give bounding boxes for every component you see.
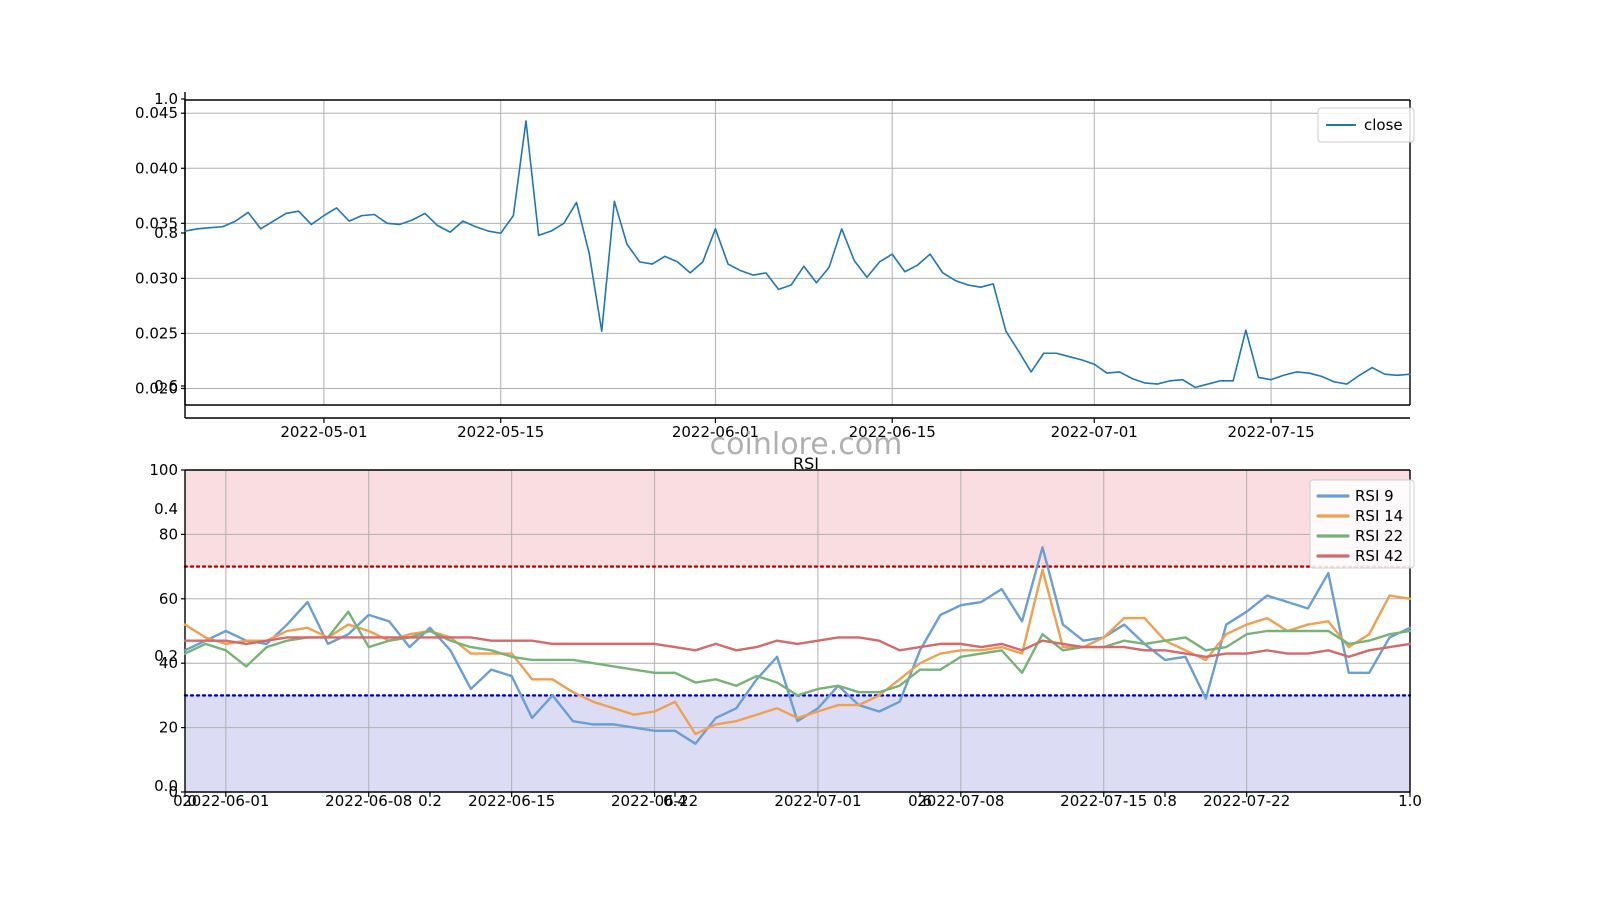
- rsi-legend-label-rsi-42: RSI 42: [1355, 547, 1403, 565]
- price-legend-label-close: close: [1364, 116, 1403, 134]
- rsi-x-tick-label-ghost: 1.0: [1398, 792, 1422, 810]
- rsi-y-tick-labels: 0 20 40 60 80 100: [149, 461, 185, 801]
- rsi-x-tick-label: 2022-07-15: [1060, 792, 1147, 810]
- price-x-tick-label: 2022-05-01: [280, 423, 367, 441]
- coinlore-watermark: coinlore.com: [710, 427, 903, 462]
- rsi-y-tick-label-ghost: 0.2: [154, 647, 178, 665]
- rsi-y-tick-label: 100: [149, 461, 178, 479]
- rsi-y-tick-label-ghost: 0.4: [154, 500, 178, 518]
- price-plot-background: [185, 100, 1410, 405]
- rsi-y-tick-label: 80: [159, 525, 178, 543]
- rsi-legend-label-rsi-14: RSI 14: [1355, 507, 1403, 525]
- price-y-tick-label: 0.045: [135, 104, 178, 122]
- rsi-y-tick-label: 60: [159, 590, 178, 608]
- price-y-tick-label-ghost: 1.0: [154, 90, 178, 108]
- price-y-tick-label-ghost: 0.8: [154, 224, 178, 242]
- rsi-oversold-band: [185, 695, 1410, 792]
- close-price-line: [184, 120, 1411, 389]
- rsi-x-tick-labels-ghost: 0.0 0.2 0.4 0.6 0.8 1.0: [173, 792, 1422, 810]
- rsi-y-tick-label: 20: [159, 719, 178, 737]
- rsi-panel-title: RSI: [793, 454, 819, 473]
- price-y-tick-label-ghost: 0.6: [154, 377, 178, 395]
- price-x-tick-label: 2022-07-15: [1227, 423, 1314, 441]
- rsi-overbought-band: [185, 470, 1410, 567]
- rsi-x-tick-label: 2022-06-01: [182, 792, 269, 810]
- price-ghost-axes: [184, 92, 1410, 419]
- rsi-line-rsi-9: [183, 546, 1412, 745]
- price-x-tick-label: 2022-05-15: [457, 423, 544, 441]
- rsi-y-tick-label-ghost: 0.0: [154, 777, 178, 795]
- rsi-x-tick-label: 2022-07-22: [1203, 792, 1290, 810]
- rsi-x-tick-label: 2022-07-08: [917, 792, 1004, 810]
- price-y-tick-label: 0.035: [135, 214, 178, 232]
- rsi-y-tick-label: 40: [159, 654, 178, 672]
- rsi-x-tick-label: 2022-06-22: [611, 792, 698, 810]
- price-panel: 0.020 0.025 0.030 0.035 0.040 0.045 0.6 0.8 1.0…: [135, 90, 1415, 441]
- rsi-x-tick-label: 2022-06-15: [468, 792, 555, 810]
- price-legend-box: [1317, 107, 1415, 143]
- price-y-tick-label: 0.025: [135, 324, 178, 342]
- rsi-x-tick-label-ghost: 0.0: [173, 792, 197, 810]
- rsi-x-tick-label-ghost: 0.8: [1153, 792, 1177, 810]
- price-y-tick-labels: 0.020 0.025 0.030 0.035 0.040 0.045: [135, 104, 185, 397]
- rsi-x-tick-labels: 2022-06-01 2022-06-08 2022-06-15 2022-06-22…: [182, 792, 1290, 810]
- price-y-tick-label: 0.040: [135, 159, 178, 177]
- rsi-legend-label-rsi-22: RSI 22: [1355, 527, 1403, 545]
- rsi-x-tick-label: 2022-06-08: [325, 792, 412, 810]
- rsi-x-tick-label-ghost: 0.2: [418, 792, 442, 810]
- price-x-tick-labels: 2022-05-01 2022-05-15 2022-06-01 2022-06-15…: [280, 418, 1315, 441]
- rsi-y-tick-label: 0: [168, 783, 178, 801]
- rsi-x-tick-label-ghost: 0.6: [908, 792, 932, 810]
- rsi-legend-label-rsi-9: RSI 9: [1355, 487, 1394, 505]
- rsi-gridlines: [185, 469, 1410, 793]
- rsi-x-tick-label-ghost: 0.4: [663, 792, 687, 810]
- price-y-tick-labels-ghost: 0.6 0.8 1.0: [154, 90, 185, 395]
- price-x-tick-label: 2022-06-15: [849, 423, 936, 441]
- rsi-line-rsi-42: [183, 636, 1412, 658]
- price-y-tick-label: 0.020: [135, 379, 178, 397]
- rsi-x-tick-label: 2022-07-01: [774, 792, 861, 810]
- price-x-tick-label: 2022-06-01: [672, 423, 759, 441]
- rsi-y-tick-labels-ghost: 0.0 0.2 0.4: [154, 500, 178, 795]
- rsi-series-lines: [183, 546, 1412, 745]
- price-x-tick-label: 2022-07-01: [1051, 423, 1138, 441]
- price-y-tick-label: 0.030: [135, 269, 178, 287]
- rsi-line-rsi-22: [183, 610, 1412, 697]
- rsi-legend[interactable]: RSI 9 RSI 14 RSI 22 RSI 42: [1309, 479, 1415, 569]
- price-legend[interactable]: close: [1317, 107, 1415, 143]
